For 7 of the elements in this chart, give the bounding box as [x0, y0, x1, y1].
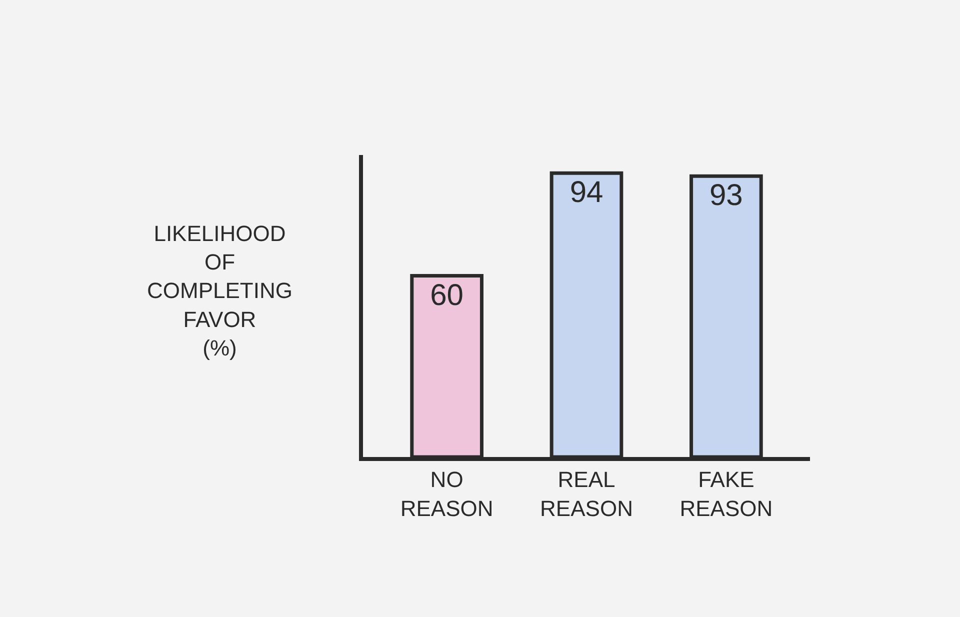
x-tick-label: REAL REASON: [540, 467, 633, 521]
data-label: 60: [430, 278, 464, 312]
data-label: 93: [710, 179, 743, 212]
data-label: 94: [570, 176, 604, 210]
y-axis-title: LIKELIHOOD OF COMPLETING FAVOR (%): [147, 221, 292, 360]
x-tick-label: NO REASON: [400, 467, 494, 521]
x-tick-label: FAKE REASON: [680, 467, 773, 521]
